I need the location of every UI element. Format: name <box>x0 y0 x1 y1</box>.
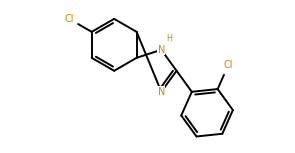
Text: N: N <box>158 45 165 55</box>
Text: Cl: Cl <box>223 60 233 70</box>
Text: H: H <box>166 34 172 43</box>
Text: N: N <box>158 87 165 97</box>
Text: Cl: Cl <box>64 14 74 24</box>
